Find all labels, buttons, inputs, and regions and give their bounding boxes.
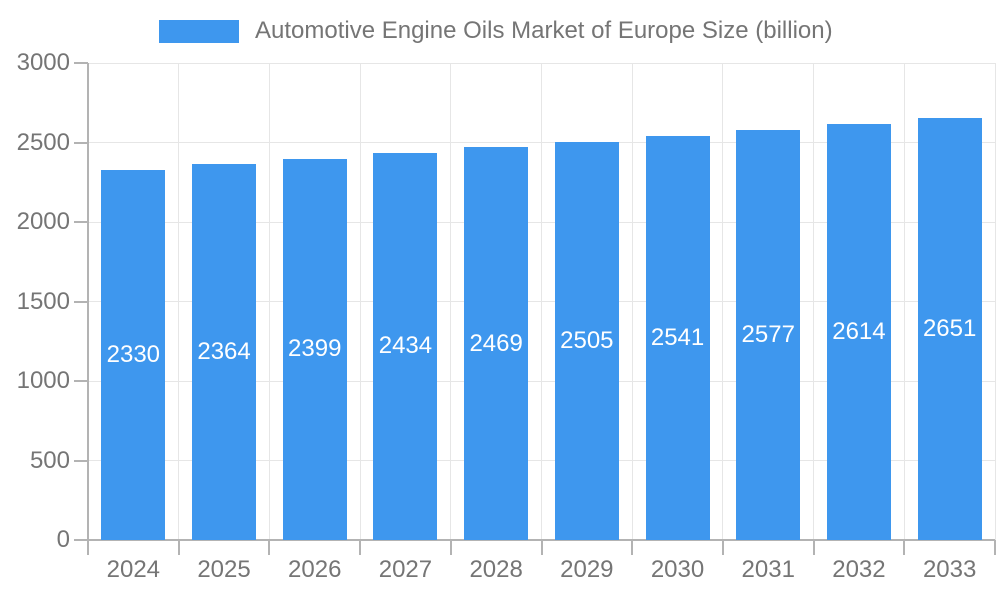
x-axis-tick bbox=[721, 540, 724, 555]
bar-value-label: 2330 bbox=[106, 340, 161, 368]
gridline-vertical bbox=[631, 63, 633, 540]
bar[interactable] bbox=[826, 124, 891, 540]
x-axis-tick-label: 2025 bbox=[197, 556, 251, 583]
x-axis-tick-label: 2032 bbox=[832, 556, 886, 583]
y-axis-tick-label: 500 bbox=[29, 446, 70, 474]
x-axis-tick bbox=[812, 540, 815, 555]
bar[interactable] bbox=[736, 130, 801, 540]
y-axis-tick bbox=[74, 300, 88, 303]
x-axis-tick-label: 2030 bbox=[650, 556, 705, 583]
x-axis-tick bbox=[540, 540, 543, 555]
y-axis-tick bbox=[74, 141, 88, 144]
x-axis-tick-label: 2033 bbox=[922, 556, 977, 583]
x-axis-tick-label: 2024 bbox=[106, 556, 161, 583]
gridline-vertical bbox=[813, 63, 815, 540]
gridline-vertical bbox=[994, 63, 996, 540]
y-axis-tick-label: 2000 bbox=[16, 208, 70, 235]
bar-value-label: 2651 bbox=[922, 315, 977, 343]
x-axis-tick bbox=[994, 540, 996, 555]
bar[interactable] bbox=[917, 118, 982, 540]
y-axis-tick-label: 1000 bbox=[16, 367, 70, 394]
y-axis-tick bbox=[74, 221, 88, 223]
x-axis-tick bbox=[177, 540, 180, 555]
bar[interactable] bbox=[373, 152, 438, 540]
x-axis-tick bbox=[903, 540, 906, 555]
x-axis-line bbox=[88, 539, 995, 541]
bar-value-label: 2469 bbox=[469, 329, 523, 357]
gridline-vertical bbox=[903, 63, 905, 540]
bar-value-label: 2541 bbox=[650, 323, 705, 351]
bar-value-label: 2505 bbox=[560, 326, 614, 354]
y-axis-line bbox=[87, 63, 89, 541]
bar[interactable] bbox=[464, 147, 529, 540]
x-axis-tick-label: 2031 bbox=[741, 556, 795, 583]
y-axis-tick-label: 3000 bbox=[16, 49, 70, 76]
x-axis-tick-label: 2026 bbox=[288, 556, 342, 583]
y-axis-tick bbox=[74, 539, 88, 541]
chart-title[interactable]: Automotive Engine Oils Market of Europe … bbox=[255, 17, 833, 44]
gridline-vertical bbox=[359, 63, 361, 540]
x-axis-tick bbox=[359, 540, 362, 555]
y-axis-tick bbox=[74, 62, 88, 64]
y-axis-tick-label: 1500 bbox=[16, 287, 70, 315]
bar[interactable] bbox=[554, 141, 619, 540]
gridline-vertical bbox=[268, 63, 270, 540]
bar-value-label: 2577 bbox=[741, 321, 795, 349]
bar[interactable] bbox=[101, 169, 166, 540]
bar-value-label: 2614 bbox=[832, 318, 886, 346]
x-axis-tick bbox=[631, 540, 634, 555]
y-axis-tick-label: 0 bbox=[56, 526, 70, 553]
x-axis-tick bbox=[449, 540, 452, 555]
bar[interactable] bbox=[192, 164, 257, 540]
y-axis-tick bbox=[74, 380, 88, 382]
y-axis-tick-label: 2500 bbox=[16, 128, 70, 156]
bar-value-label: 2434 bbox=[378, 332, 433, 360]
bar-value-label: 2399 bbox=[288, 335, 342, 363]
legend-swatch[interactable] bbox=[159, 19, 239, 43]
x-axis-tick-label: 2029 bbox=[560, 556, 614, 583]
bar-value-label: 2364 bbox=[197, 338, 251, 366]
bar[interactable] bbox=[282, 158, 347, 540]
x-axis-tick bbox=[268, 540, 271, 555]
gridline-vertical bbox=[450, 63, 452, 540]
bar[interactable] bbox=[645, 135, 710, 540]
gridline-vertical bbox=[541, 63, 542, 540]
x-axis-tick bbox=[87, 540, 89, 555]
y-axis-tick bbox=[74, 459, 88, 462]
x-axis-tick-label: 2028 bbox=[469, 556, 523, 583]
gridline-vertical bbox=[722, 63, 724, 540]
legend: Automotive Engine Oils Market of Europe … bbox=[159, 19, 833, 43]
x-axis-tick-label: 2027 bbox=[378, 556, 433, 583]
gridline-vertical bbox=[178, 63, 180, 540]
